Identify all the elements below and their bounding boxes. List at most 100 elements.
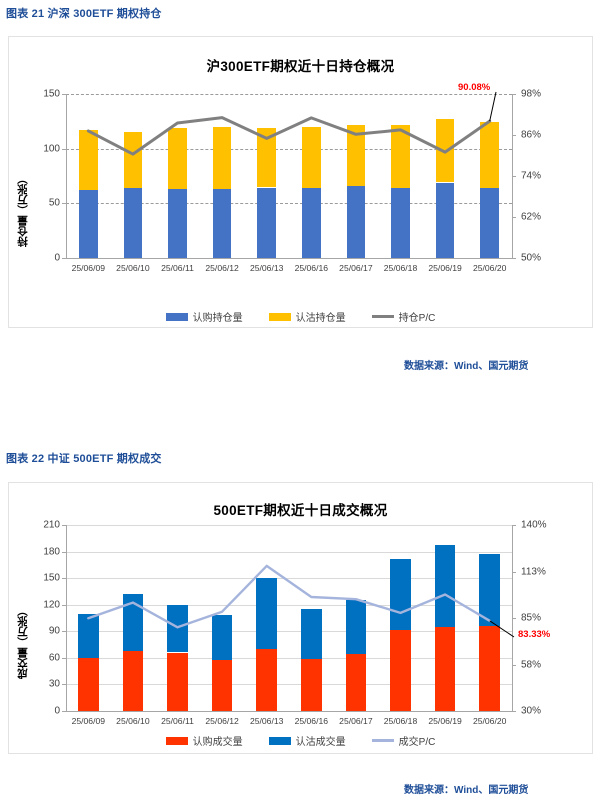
y-axis-tick-label: 150 [43, 572, 60, 584]
legend-item[interactable]: 成交P/C [371, 733, 436, 748]
x-axis-line [66, 711, 512, 712]
y-axis-tick-label: 210 [43, 519, 60, 531]
x-axis-tick-label: 25/06/09 [71, 716, 106, 726]
y-axis-tickmark [62, 551, 66, 553]
legend-item[interactable]: 认购成交量 [165, 733, 243, 748]
gridline [66, 657, 512, 659]
secondary-y-axis-tick-label: 113% [521, 566, 546, 577]
chart-22-title: 500ETF期权近十日成交概况 [213, 503, 388, 518]
x-axis-line [66, 258, 512, 259]
y-axis-tickmark [62, 711, 66, 712]
bar-segment [434, 544, 456, 628]
bar-segment [345, 599, 367, 655]
secondary-y-axis-tickmark [512, 94, 516, 95]
bar-segment [256, 578, 277, 650]
gridline [66, 551, 512, 553]
bar-segment [434, 627, 456, 711]
secondary-y-axis-tick-label: 98% [521, 88, 542, 100]
bar-segment [480, 187, 499, 258]
legend-item-label: 认购成交量 [192, 737, 243, 748]
y-axis-tick-label: 100 [43, 143, 60, 155]
secondary-y-axis-tickmark [512, 664, 516, 666]
secondary-y-axis-tick-label: 86% [521, 129, 542, 141]
bar-segment [78, 658, 99, 711]
chart-21-y-axis-title: 持仓量（万张） [17, 173, 29, 248]
gridline [66, 631, 512, 633]
secondary-y-axis-tick-label: 74% [521, 170, 542, 182]
secondary-y-axis-tick-label: 62% [521, 211, 542, 223]
bar-segment [301, 608, 322, 660]
line-series [86, 116, 492, 156]
figure-21-caption: 图表 21 沪深 300ETF 期权持仓 [6, 8, 162, 20]
bar-segment [122, 594, 144, 651]
x-axis-tick-label: 25/06/10 [116, 716, 150, 726]
x-axis-tick-label: 25/06/10 [116, 263, 150, 273]
legend-item[interactable]: 认购持仓量 [165, 309, 243, 324]
figure-22-source: 数据来源：Wind、国元期货 [404, 785, 529, 796]
x-axis-tick-label: 25/06/20 [472, 716, 507, 726]
y-axis-tick-label: 150 [43, 88, 60, 100]
bar-segment [168, 189, 187, 258]
x-axis-tick-label: 25/06/13 [249, 716, 284, 726]
line-series-layer [87, 564, 515, 638]
bar-segment [479, 626, 500, 711]
legend-item-label: 持仓P/C [398, 313, 436, 324]
legend-item-label: 成交P/C [398, 737, 436, 748]
bar-segment [123, 131, 143, 188]
legend-item[interactable]: 认沽成交量 [268, 733, 346, 748]
secondary-y-axis-tickmark [512, 258, 516, 259]
x-axis-tick-label: 25/06/12 [205, 263, 239, 273]
secondary-y-axis-tick-label: 58% [521, 659, 542, 670]
data-label-annotation: 83.33% [518, 629, 551, 640]
data-label-annotation: 90.08% [458, 82, 491, 93]
bar-segment [391, 124, 410, 188]
y-axis-tickmark [62, 203, 66, 205]
secondary-y-axis-tickmark [512, 176, 516, 177]
bar-segment [346, 186, 366, 258]
legend-swatch-bar [268, 312, 291, 321]
secondary-y-axis-tickmark [512, 571, 516, 573]
x-axis-tick-label: 25/06/19 [428, 716, 462, 726]
gridline [66, 684, 512, 686]
secondary-y-axis-tickmark [512, 217, 516, 218]
figure-22-caption: 图表 22 中证 500ETF 期权成交 [6, 453, 162, 465]
bar-segment [346, 124, 366, 187]
y-axis-tickmark [62, 578, 66, 580]
gridline [66, 604, 512, 606]
line-series-layer [86, 91, 497, 156]
legend-item-label: 认购持仓量 [192, 313, 243, 324]
legend-swatch-line [371, 315, 394, 318]
bar-segment [123, 188, 143, 258]
y-axis-tick-label: 180 [43, 546, 60, 558]
chart-22-plot-area: 0 30 60 90 120 150 180 210 30% 58% 85% 113% 140% 25/0… [43, 520, 550, 727]
gridline [66, 148, 512, 150]
y-axis-tick-label: 120 [43, 599, 60, 611]
secondary-y-axis-tick-label: 85% [521, 612, 542, 624]
y-axis-tickmark [62, 631, 66, 633]
legend-swatch-line [371, 739, 394, 742]
chart-21-title: 沪300ETF期权近十日持仓概况 [206, 59, 395, 74]
x-axis-tick-label: 25/06/16 [294, 263, 329, 273]
legend-item-label: 认沽持仓量 [295, 313, 346, 324]
x-axis-tick-label: 25/06/09 [71, 263, 106, 273]
legend-swatch-bar [165, 736, 188, 745]
bar-segment [78, 613, 99, 659]
x-axis-tick-label: 25/06/12 [205, 716, 239, 726]
legend-item[interactable]: 持仓P/C [371, 309, 436, 324]
x-axis-tick-label: 25/06/19 [428, 263, 462, 273]
legend-swatch-bar [165, 312, 188, 321]
x-axis-tick-label: 25/06/11 [161, 263, 194, 273]
secondary-y-axis-tickmark [512, 135, 516, 136]
legend-item[interactable]: 认沽持仓量 [268, 309, 346, 324]
bar-segment [78, 189, 98, 258]
bar-segment [480, 122, 499, 188]
bar-segment [167, 652, 188, 711]
y-axis-tickmark [62, 258, 66, 259]
bar-segment [78, 130, 98, 190]
bar-segment [211, 660, 233, 711]
y-axis-tickmark [62, 148, 66, 150]
secondary-y-axis-tick-label: 30% [521, 705, 542, 717]
x-axis-tick-label: 25/06/17 [339, 263, 373, 273]
bar-segment [122, 650, 144, 711]
secondary-y-axis-tickmark [512, 711, 516, 712]
